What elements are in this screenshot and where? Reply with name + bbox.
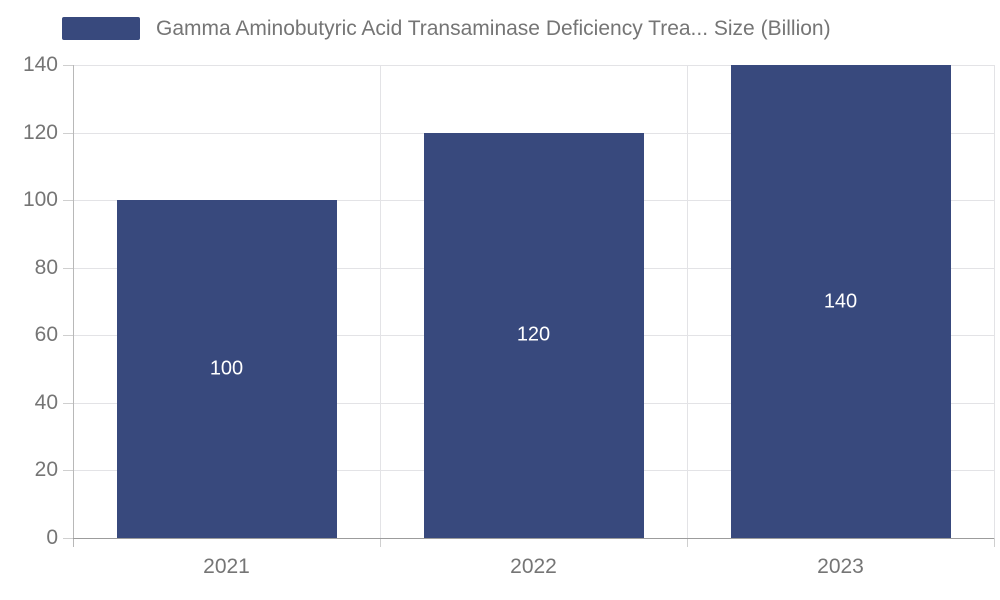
legend-label: Gamma Aminobutyric Acid Transaminase Def… (156, 17, 831, 40)
bar-value-label: 140 (823, 290, 858, 312)
y-axis-label: 0 (46, 526, 58, 549)
y-axis-line (73, 65, 74, 547)
y-axis-tick (63, 267, 73, 269)
bar-2023[interactable]: 140 (730, 65, 951, 538)
y-axis-label: 20 (34, 458, 58, 482)
legend-swatch (62, 17, 140, 41)
gridline-horizontal (73, 65, 994, 66)
x-axis-line (73, 538, 994, 539)
gridline-vertical (687, 65, 688, 538)
y-axis-label: 60 (34, 323, 58, 347)
y-axis-label: 140 (22, 53, 58, 76)
bar-2022[interactable]: 120 (423, 132, 644, 538)
y-axis-tick (63, 65, 73, 66)
y-axis-tick (63, 402, 73, 404)
plot-area: 100 120 140 (73, 65, 995, 538)
y-axis-label: 120 (22, 120, 58, 144)
legend-item[interactable]: Gamma Aminobutyric Acid Transaminase Def… (62, 16, 831, 41)
bar-value-label: 120 (516, 323, 551, 346)
y-axis-label: 100 (22, 188, 58, 212)
bar-value-label: 100 (209, 357, 244, 380)
y-axis-tick (63, 470, 73, 472)
bar-2021[interactable]: 100 (116, 200, 337, 538)
x-axis-label: 2021 (203, 555, 250, 578)
x-axis-tick (380, 538, 381, 547)
y-axis-label: 80 (34, 255, 58, 279)
y-axis-tick (63, 335, 73, 337)
x-axis-tick (73, 538, 74, 547)
x-axis-label: 2022 (510, 555, 557, 578)
x-axis-label: 2023 (817, 555, 864, 578)
gridline-vertical (380, 65, 381, 538)
gridline-vertical (994, 65, 995, 538)
x-axis-tick (687, 538, 688, 547)
x-axis-tick (994, 538, 995, 547)
y-axis-label: 40 (34, 390, 58, 414)
y-axis-tick (63, 538, 73, 539)
y-axis-tick (63, 132, 73, 134)
y-axis-tick (63, 200, 73, 202)
